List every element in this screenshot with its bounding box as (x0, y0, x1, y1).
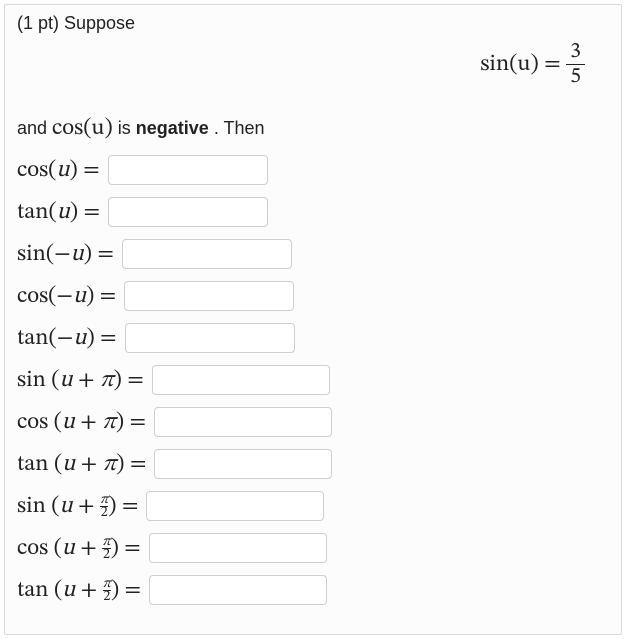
answer-row: cos (u + π2) = (17, 527, 609, 569)
given-lhs: sin(u) = (480, 53, 560, 76)
given-equation: sin(u) = 3 5 (480, 41, 585, 88)
cond-mid: is (118, 118, 136, 138)
answer-rows: cos(u) = tan(u) = sin(−u) = cos(−u) = tan(−u… (17, 149, 609, 611)
answer-row: tan(−u) = (17, 317, 609, 359)
condition-line: and cos(u) is negative . Then (17, 114, 609, 143)
given-frac-den: 5 (566, 64, 585, 88)
answer-row: tan(u) = (17, 191, 609, 233)
answer-row: cos(−u) = (17, 275, 609, 317)
answer-row: tan (u + π2) = (17, 569, 609, 611)
answer-row: tan (u + π) = (17, 443, 609, 485)
answer-input-3[interactable] (124, 281, 294, 311)
answer-input-5[interactable] (152, 365, 330, 395)
cond-cos: cos(u) (52, 117, 113, 140)
equation-lhs: tan(u) = (17, 198, 108, 227)
answer-input-8[interactable] (146, 491, 324, 521)
answer-input-10[interactable] (149, 575, 327, 605)
equation-lhs: sin (u + π2) = (17, 492, 146, 521)
equation-lhs: tan (u + π2) = (17, 576, 149, 605)
given-fraction: 3 5 (566, 41, 585, 88)
answer-row: sin(−u) = (17, 233, 609, 275)
answer-row: sin (u + π2) = (17, 485, 609, 527)
cond-post: . Then (214, 118, 265, 138)
equation-lhs: tan(−u) = (17, 324, 125, 353)
equation-lhs: cos (u + π2) = (17, 534, 149, 563)
answer-input-7[interactable] (154, 449, 332, 479)
answer-input-1[interactable] (108, 197, 268, 227)
cond-neg: negative (136, 118, 209, 138)
answer-row: cos(u) = (17, 149, 609, 191)
equation-lhs: sin(−u) = (17, 240, 122, 269)
equation-lhs: sin (u + π) = (17, 366, 152, 395)
answer-row: sin (u + π) = (17, 359, 609, 401)
answer-input-4[interactable] (125, 323, 295, 353)
answer-input-6[interactable] (154, 407, 332, 437)
points-heading: (1 pt) Suppose (17, 13, 135, 33)
equation-lhs: cos(−u) = (17, 282, 124, 311)
cond-pre: and (17, 118, 52, 138)
answer-input-2[interactable] (122, 239, 292, 269)
question-panel: (1 pt) Suppose sin(u) = 3 5 and cos(u) i… (4, 4, 622, 635)
answer-row: cos (u + π) = (17, 401, 609, 443)
equation-lhs: tan (u + π) = (17, 450, 154, 479)
answer-input-0[interactable] (108, 155, 268, 185)
equation-lhs: cos(u) = (17, 156, 108, 185)
equation-lhs: cos (u + π) = (17, 408, 154, 437)
given-frac-num: 3 (566, 41, 585, 64)
answer-input-9[interactable] (149, 533, 327, 563)
